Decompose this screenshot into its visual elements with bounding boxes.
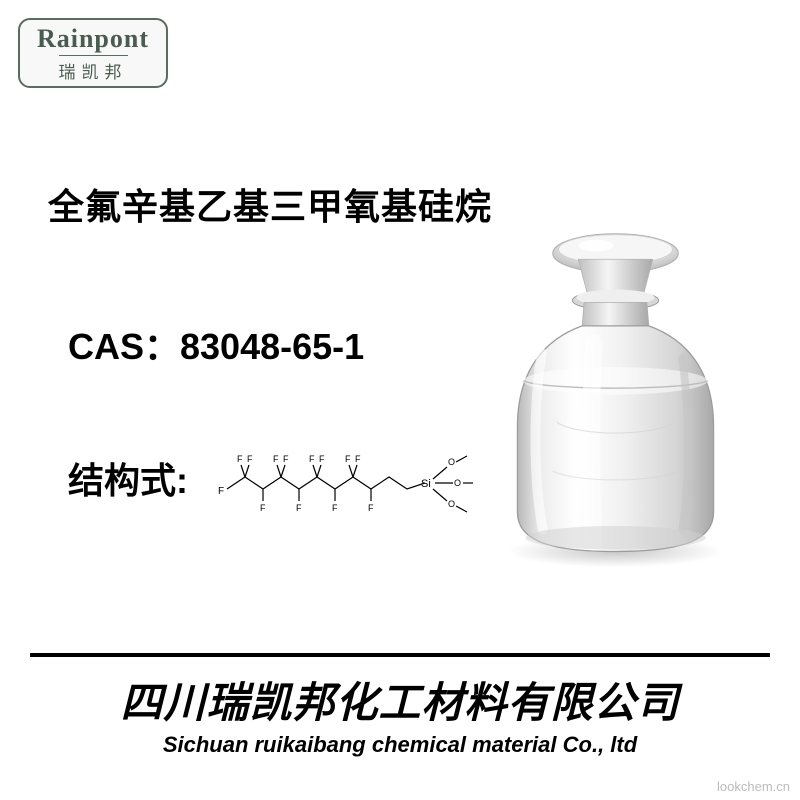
svg-text:F: F: [237, 454, 243, 464]
svg-text:O: O: [448, 457, 455, 467]
svg-text:F: F: [345, 454, 351, 464]
logo-english: Rainpont: [37, 24, 149, 54]
structure-label: 结构式:: [68, 452, 188, 504]
svg-text:F: F: [273, 454, 279, 464]
footer: 四川瑞凯邦化工材料有限公司 Sichuan ruikaibang chemica…: [0, 653, 800, 758]
svg-text:F: F: [332, 503, 338, 513]
company-name-english: Sichuan ruikaibang chemical material Co.…: [0, 732, 800, 758]
svg-text:F: F: [368, 503, 374, 513]
svg-text:F: F: [247, 454, 253, 464]
svg-text:F: F: [260, 503, 266, 513]
svg-text:F: F: [296, 503, 302, 513]
svg-text:F: F: [355, 454, 361, 464]
cas-line: CAS：83048-65-1: [68, 318, 364, 370]
brand-logo: Rainpont 瑞凯邦: [18, 18, 168, 88]
chemical-structure-diagram: F FF FF FF FF F F F F Si O O O: [215, 445, 475, 525]
svg-text:O: O: [448, 499, 455, 509]
svg-text:F: F: [319, 454, 325, 464]
product-bottle-image: [488, 225, 743, 570]
svg-text:F: F: [283, 454, 289, 464]
logo-chinese: 瑞凯邦: [59, 55, 128, 83]
company-name-chinese: 四川瑞凯邦化工材料有限公司: [0, 669, 800, 730]
svg-text:F: F: [309, 454, 315, 464]
cas-number: 83048-65-1: [180, 326, 364, 367]
svg-text:Si: Si: [421, 478, 431, 490]
svg-text:O: O: [454, 478, 461, 488]
footer-divider: [30, 653, 770, 657]
svg-text:F: F: [218, 486, 224, 497]
product-name: 全氟辛基乙基三甲氧基硅烷: [48, 178, 492, 230]
watermark: lookchem.cn: [717, 779, 790, 794]
cas-label: CAS：: [68, 326, 180, 367]
